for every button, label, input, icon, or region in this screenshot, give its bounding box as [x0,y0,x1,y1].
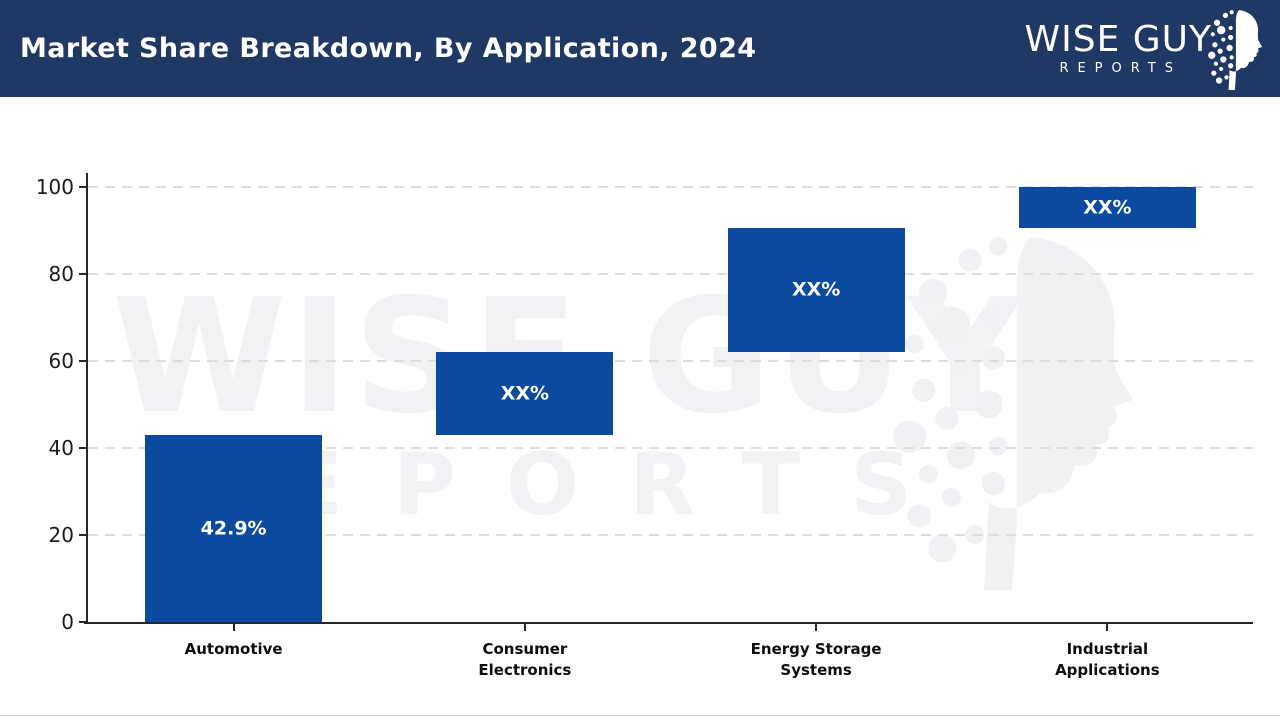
x-axis-label-line: Industrial [1066,640,1149,658]
y-tick-mark-0 [79,621,87,623]
y-tick-label-100: 100 [35,175,74,199]
brand-logo-line2: REPORTS [1059,60,1183,76]
x-axis-label-line: Applications [1055,661,1160,679]
x-axis-label-consumer-electronics: Consumer Electronics [395,639,655,681]
bar-industrial-applications: XX% [1018,187,1196,229]
bar-value-label-industrial-applications: XX% [1083,196,1132,219]
x-axis-label-line: Electronics [478,661,572,679]
x-tick-mark-consumer-electronics [523,624,526,631]
gridline-60 [88,360,1253,362]
x-tick-mark-automotive [232,624,235,631]
face-profile-icon [1208,9,1263,90]
x-axis-label-energy-storage-systems: Energy Storage Systems [686,639,946,681]
brand-logo-text: WISE GUY REPORTS [1024,18,1213,76]
bar-value-label-energy-storage-systems: XX% [791,278,841,301]
x-axis-spine [84,622,1253,624]
x-axis-label-industrial-applications: Industrial Applications [977,639,1237,681]
brand-logo-line1: WISE GUY [1024,18,1212,60]
brand-logo: WISE GUY REPORTS [1025,7,1271,91]
y-tick-mark-60 [79,360,87,362]
y-tick-label-60: 60 [48,349,74,373]
y-tick-label-0: 0 [61,610,74,634]
x-axis-label-line: Automotive [184,640,283,658]
bar-value-label-automotive: 42.9% [200,517,267,540]
bar-automotive: 42.9% [145,435,323,622]
x-axis-label-line: Consumer [482,640,568,658]
y-tick-mark-40 [79,447,87,449]
bottom-divider [0,715,1280,716]
y-tick-label-20: 20 [48,523,74,547]
chart-area: WISE GUY REPORTS 0 20 40 60 80 100 42.9% Automo… [0,97,1280,720]
x-axis-label-automotive: Automotive [104,639,364,660]
y-axis-spine [86,173,88,624]
plot-area: 0 20 40 60 80 100 42.9% Automotive XX% Consumer El… [36,173,1253,679]
y-tick-label-80: 80 [48,262,74,286]
x-axis-label-line: Energy Storage [750,640,882,658]
y-tick-mark-80 [79,273,87,275]
y-tick-label-40: 40 [48,436,74,460]
header: Market Share Breakdown, By Application, … [0,0,1280,97]
bar-consumer-electronics: XX% [436,352,614,436]
x-tick-mark-energy-storage-systems [815,624,818,631]
gridline-40 [88,447,1253,449]
gridline-80 [88,273,1253,275]
x-axis-label-line: Systems [780,661,852,679]
gridline-100 [88,186,1253,188]
page-title: Market Share Breakdown, By Application, … [20,33,757,64]
x-tick-mark-industrial-applications [1106,624,1109,631]
gridline-20 [88,534,1253,536]
y-tick-mark-20 [79,534,87,536]
bar-value-label-consumer-electronics: XX% [500,382,550,405]
y-tick-mark-100 [79,186,87,188]
bar-energy-storage-systems: XX% [727,228,905,353]
